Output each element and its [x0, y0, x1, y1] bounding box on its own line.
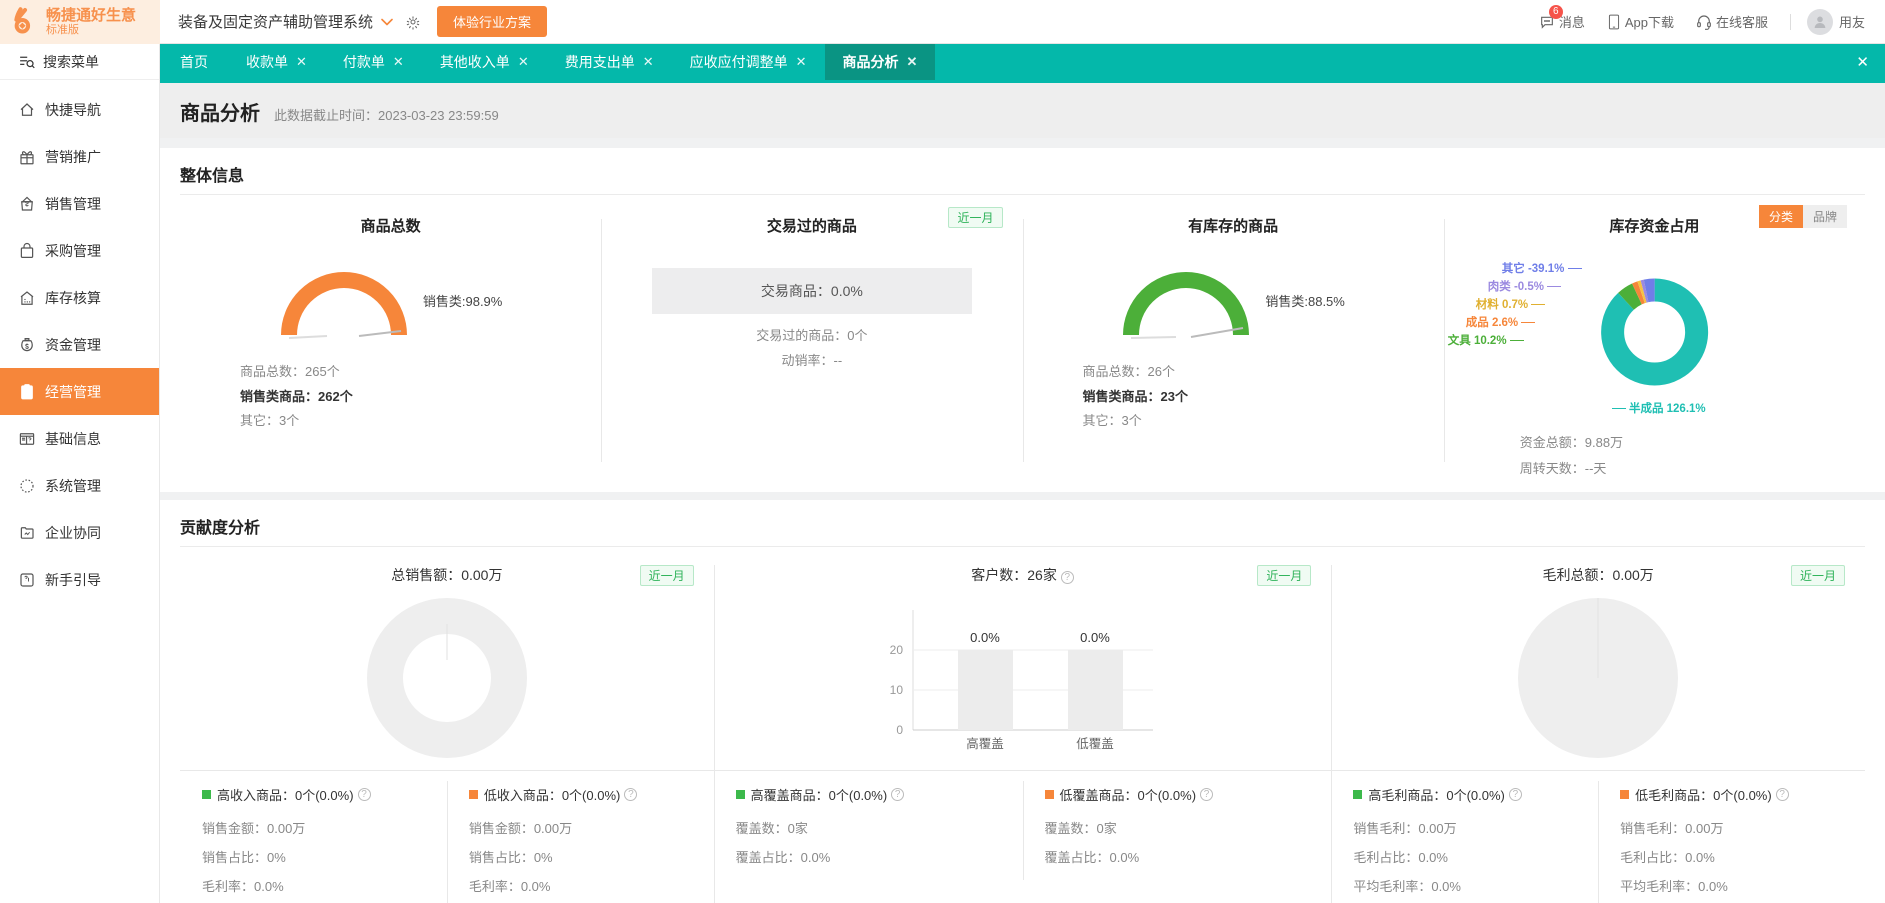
svg-text:低覆盖: 低覆盖: [1076, 737, 1114, 751]
svg-text:10: 10: [889, 683, 903, 697]
svg-text:20: 20: [889, 643, 903, 657]
svg-text:0.0%: 0.0%: [1080, 630, 1110, 645]
svg-text:高覆盖: 高覆盖: [966, 736, 1004, 751]
svg-text:0.0%: 0.0%: [970, 630, 1000, 645]
svg-text:0: 0: [896, 723, 903, 737]
